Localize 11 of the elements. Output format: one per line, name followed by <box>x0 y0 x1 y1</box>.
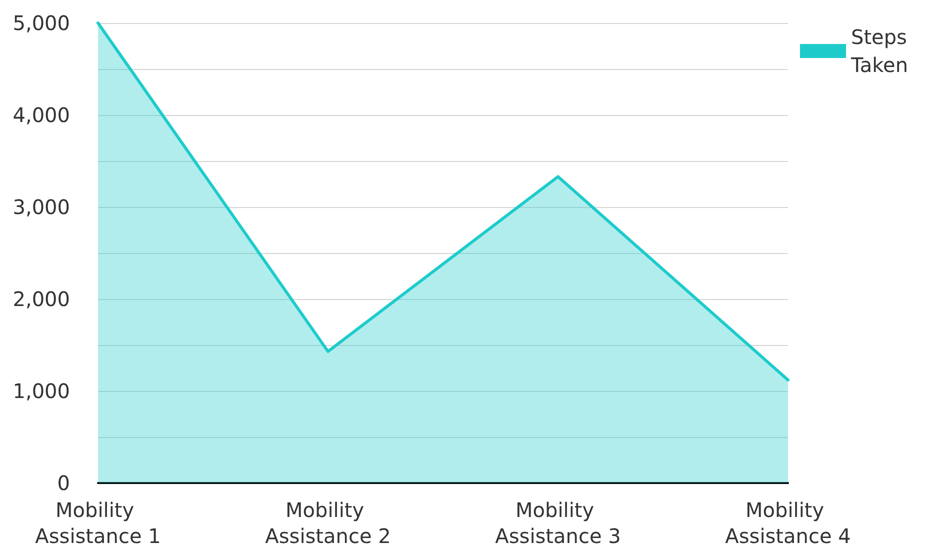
x-tick-label: Mobility Assistance 2 <box>265 498 391 548</box>
y-tick-label: 0 <box>57 471 70 495</box>
x-tick-label: Mobility Assistance 1 <box>35 498 161 548</box>
x-tick-label: Mobility Assistance 4 <box>725 498 851 548</box>
y-tick-label: 1,000 <box>12 379 70 403</box>
y-tick-label: 4,000 <box>12 103 70 127</box>
y-tick-label: 5,000 <box>12 11 70 35</box>
x-tick-label: Mobility Assistance 3 <box>495 498 621 548</box>
y-tick-label: 2,000 <box>12 287 70 311</box>
legend-label: Steps Taken <box>850 25 914 77</box>
y-tick-label: 3,000 <box>12 195 70 219</box>
